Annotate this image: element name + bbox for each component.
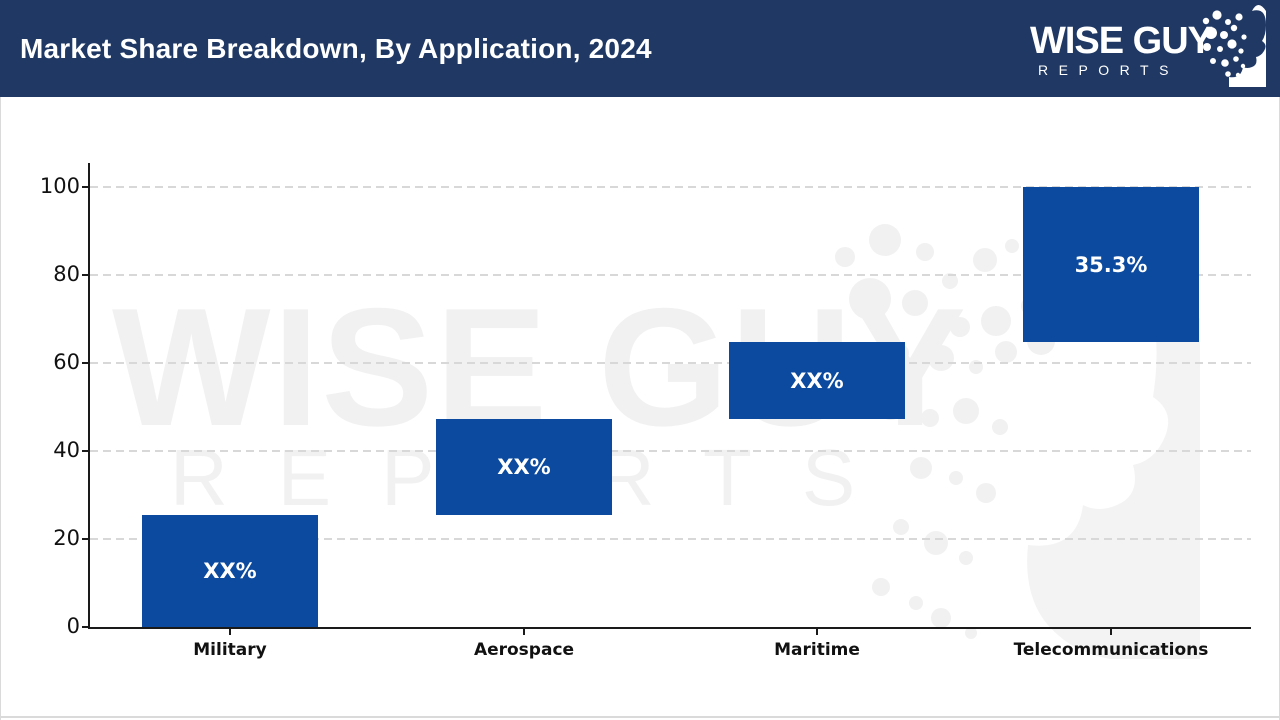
y-tick-label-60: 60 bbox=[53, 350, 80, 374]
bar-aerospace: XX% bbox=[436, 419, 612, 515]
y-tick-80 bbox=[82, 274, 90, 276]
x-tick-aerospace bbox=[523, 627, 525, 635]
logo-text-line1: WISE GUY bbox=[1030, 20, 1213, 62]
header-band: Market Share Breakdown, By Application, … bbox=[0, 0, 1280, 97]
x-category-label-maritime: Maritime bbox=[774, 640, 860, 660]
bar-value-label-aerospace: XX% bbox=[497, 455, 551, 480]
x-category-label-military: Military bbox=[193, 640, 267, 660]
x-axis-line bbox=[88, 627, 1251, 629]
y-tick-60 bbox=[82, 362, 90, 364]
y-tick-label-40: 40 bbox=[53, 438, 80, 462]
gridline-y80 bbox=[90, 274, 1251, 276]
y-tick-label-80: 80 bbox=[53, 262, 80, 286]
y-tick-100 bbox=[82, 186, 90, 188]
bottom-hairline bbox=[0, 716, 1280, 718]
y-tick-label-0: 0 bbox=[66, 614, 80, 638]
x-tick-maritime bbox=[816, 627, 818, 635]
x-tick-telecommunications bbox=[1110, 627, 1112, 635]
gridline-y40 bbox=[90, 450, 1251, 452]
y-tick-20 bbox=[82, 538, 90, 540]
logo-dotted-face-icon bbox=[1202, 5, 1266, 87]
page-title: Market Share Breakdown, By Application, … bbox=[20, 32, 652, 64]
logo-text-line2: REPORTS bbox=[1038, 62, 1179, 78]
bar-value-label-maritime: XX% bbox=[790, 368, 844, 393]
gridline-y20 bbox=[90, 538, 1251, 540]
y-tick-label-20: 20 bbox=[53, 526, 80, 550]
gridline-y100 bbox=[90, 186, 1251, 188]
bar-value-label-military: XX% bbox=[203, 558, 257, 583]
x-category-label-aerospace: Aerospace bbox=[473, 640, 575, 660]
bar-value-label-telecommunications: 35.3% bbox=[1074, 252, 1148, 277]
bar-maritime: XX% bbox=[729, 342, 905, 420]
bar-military: XX% bbox=[142, 514, 318, 627]
y-tick-40 bbox=[82, 450, 90, 452]
wise-guy-reports-logo: WISE GUY REPORTS bbox=[1030, 5, 1266, 87]
chart-area: WISE GUY REPORTS 020 bbox=[0, 97, 1280, 720]
x-category-label-telecommunications: Telecommunications bbox=[1013, 640, 1209, 660]
y-axis-line bbox=[88, 163, 90, 629]
y-tick-label-100: 100 bbox=[39, 174, 80, 198]
bar-telecommunications: 35.3% bbox=[1023, 187, 1199, 343]
left-hairline bbox=[0, 97, 1, 720]
x-tick-military bbox=[229, 627, 231, 635]
gridline-y60 bbox=[90, 362, 1251, 364]
y-tick-0 bbox=[82, 626, 90, 628]
